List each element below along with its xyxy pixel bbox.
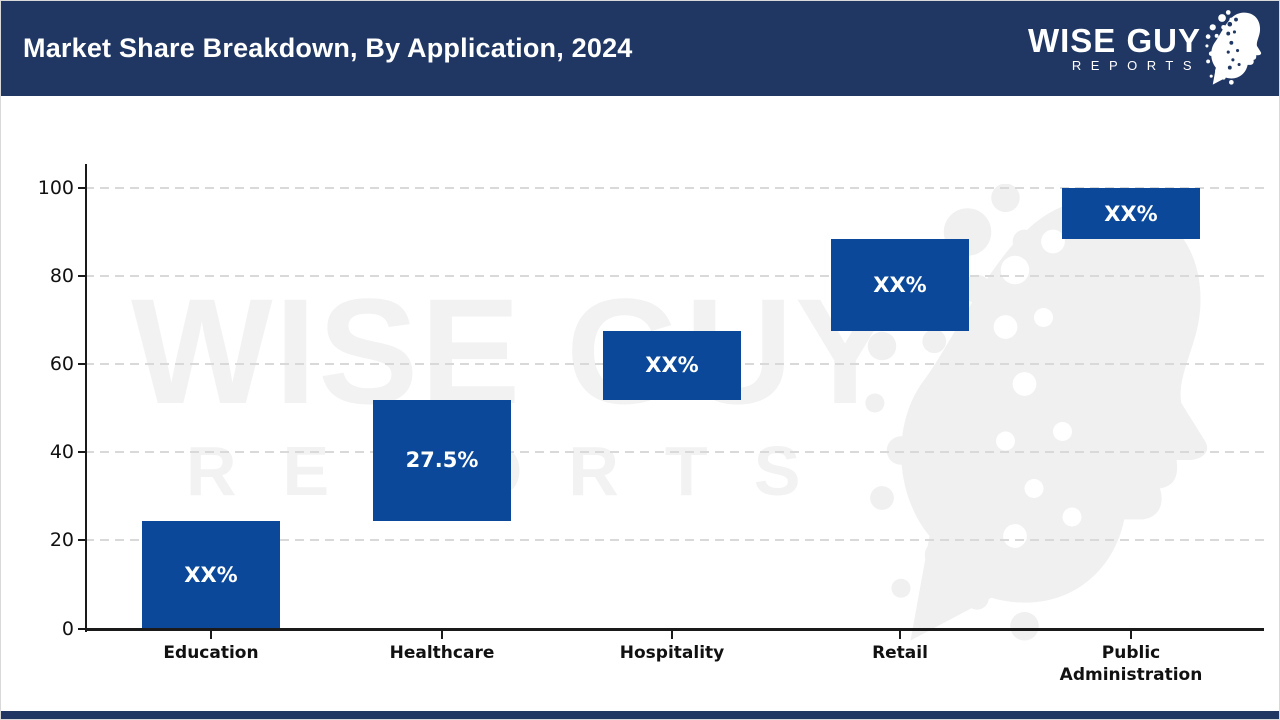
x-axis-label: Hospitality — [619, 642, 725, 663]
brand-name: WISE GUY — [1027, 21, 1201, 59]
footer-bar — [1, 711, 1279, 719]
brand-face-icon — [1205, 9, 1267, 88]
y-tick-label: 0 — [61, 617, 74, 640]
bar-value-label: XX% — [645, 353, 699, 378]
y-tick-label: 40 — [49, 441, 74, 464]
y-tick — [78, 275, 85, 278]
brand-logo: WISE GUY REPORTS — [1027, 9, 1267, 88]
gridline — [85, 187, 1264, 190]
y-tick — [78, 451, 85, 454]
y-tick-label: 60 — [49, 353, 74, 376]
y-axis-line — [85, 164, 87, 632]
bar-value-label: XX% — [1104, 201, 1158, 226]
x-tick — [671, 630, 673, 639]
gridline — [85, 451, 1264, 454]
bar-segment: XX% — [831, 238, 969, 332]
bar-segment: XX% — [142, 520, 280, 629]
y-tick — [78, 187, 85, 190]
bar-segment: 27.5% — [373, 399, 511, 521]
y-tick-label: 80 — [49, 265, 74, 288]
bar-segment: XX% — [603, 331, 741, 400]
x-axis-label: Education — [163, 642, 259, 663]
plot: 0 20 40 60 80 100 XX% Education 27.5% Healthcare X… — [1, 96, 1279, 713]
x-tick — [441, 630, 443, 639]
y-tick — [78, 363, 85, 366]
gridline — [85, 539, 1264, 542]
y-tick — [78, 539, 85, 542]
gridline — [85, 275, 1264, 278]
y-tick — [78, 627, 85, 630]
page-title: Market Share Breakdown, By Application, … — [23, 33, 633, 63]
x-tick — [210, 630, 212, 639]
bar-value-label: XX% — [873, 273, 927, 298]
x-axis-label: Retail — [872, 642, 928, 663]
bar-value-label: XX% — [184, 562, 238, 587]
header-bar: Market Share Breakdown, By Application, … — [1, 1, 1279, 96]
watermark-text: WISE GUY — [131, 267, 898, 435]
x-tick — [1130, 630, 1132, 639]
chart-area: WISE GUY REPORTS 0 20 40 60 80 100 XX% Educatio… — [1, 96, 1279, 713]
y-tick-label: 100 — [37, 177, 74, 200]
y-tick-label: 20 — [49, 529, 74, 552]
x-axis-line — [85, 627, 1264, 631]
x-axis-label: Healthcare — [389, 642, 495, 663]
bar-value-label: 27.5% — [405, 448, 479, 473]
x-tick — [899, 630, 901, 639]
bar-segment: XX% — [1062, 188, 1200, 239]
watermark-face-icon — [863, 184, 1243, 660]
brand-subtitle: REPORTS — [1071, 58, 1201, 74]
brand-text: WISE GUY REPORTS — [1027, 21, 1201, 74]
x-axis-label: Public Administration — [1059, 642, 1203, 685]
